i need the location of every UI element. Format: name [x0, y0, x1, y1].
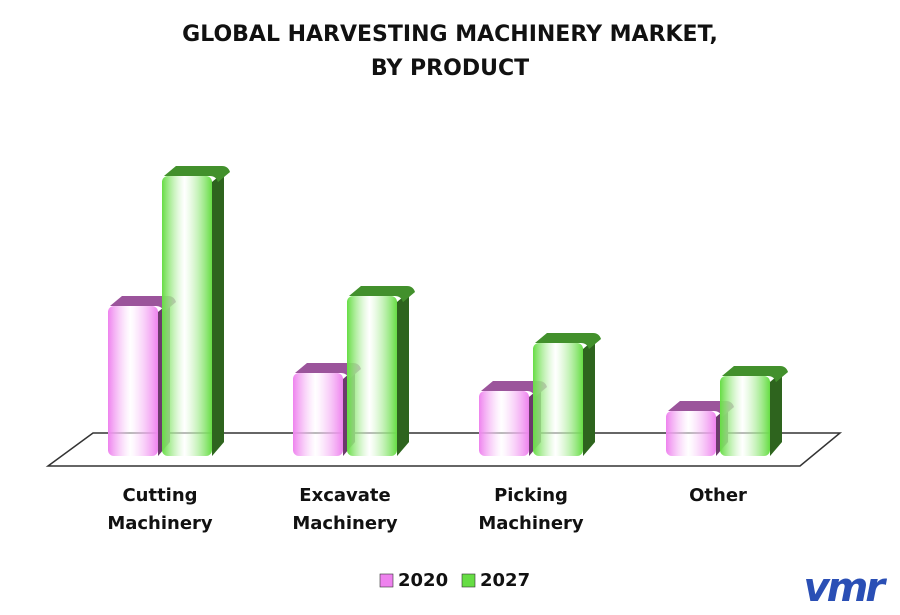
- chart-title: GLOBAL HARVESTING MACHINERY MARKET, BY P…: [182, 22, 718, 81]
- bar: [720, 366, 788, 456]
- bar: [533, 333, 601, 456]
- x-tick-label: Picking Machinery: [478, 485, 584, 534]
- legend-swatch: [461, 573, 476, 588]
- x-tick-label: Cutting Machinery: [107, 485, 213, 534]
- bar: [347, 286, 415, 456]
- logo: vmr: [803, 565, 886, 611]
- x-tick-label: Other: [689, 485, 747, 506]
- floor: [45, 432, 843, 467]
- x-tick-label: Excavate Machinery: [292, 485, 398, 534]
- legend-label: 2027: [480, 570, 531, 591]
- legend-label: 2020: [398, 570, 449, 591]
- bar: [162, 166, 230, 456]
- legend-swatch: [379, 573, 394, 588]
